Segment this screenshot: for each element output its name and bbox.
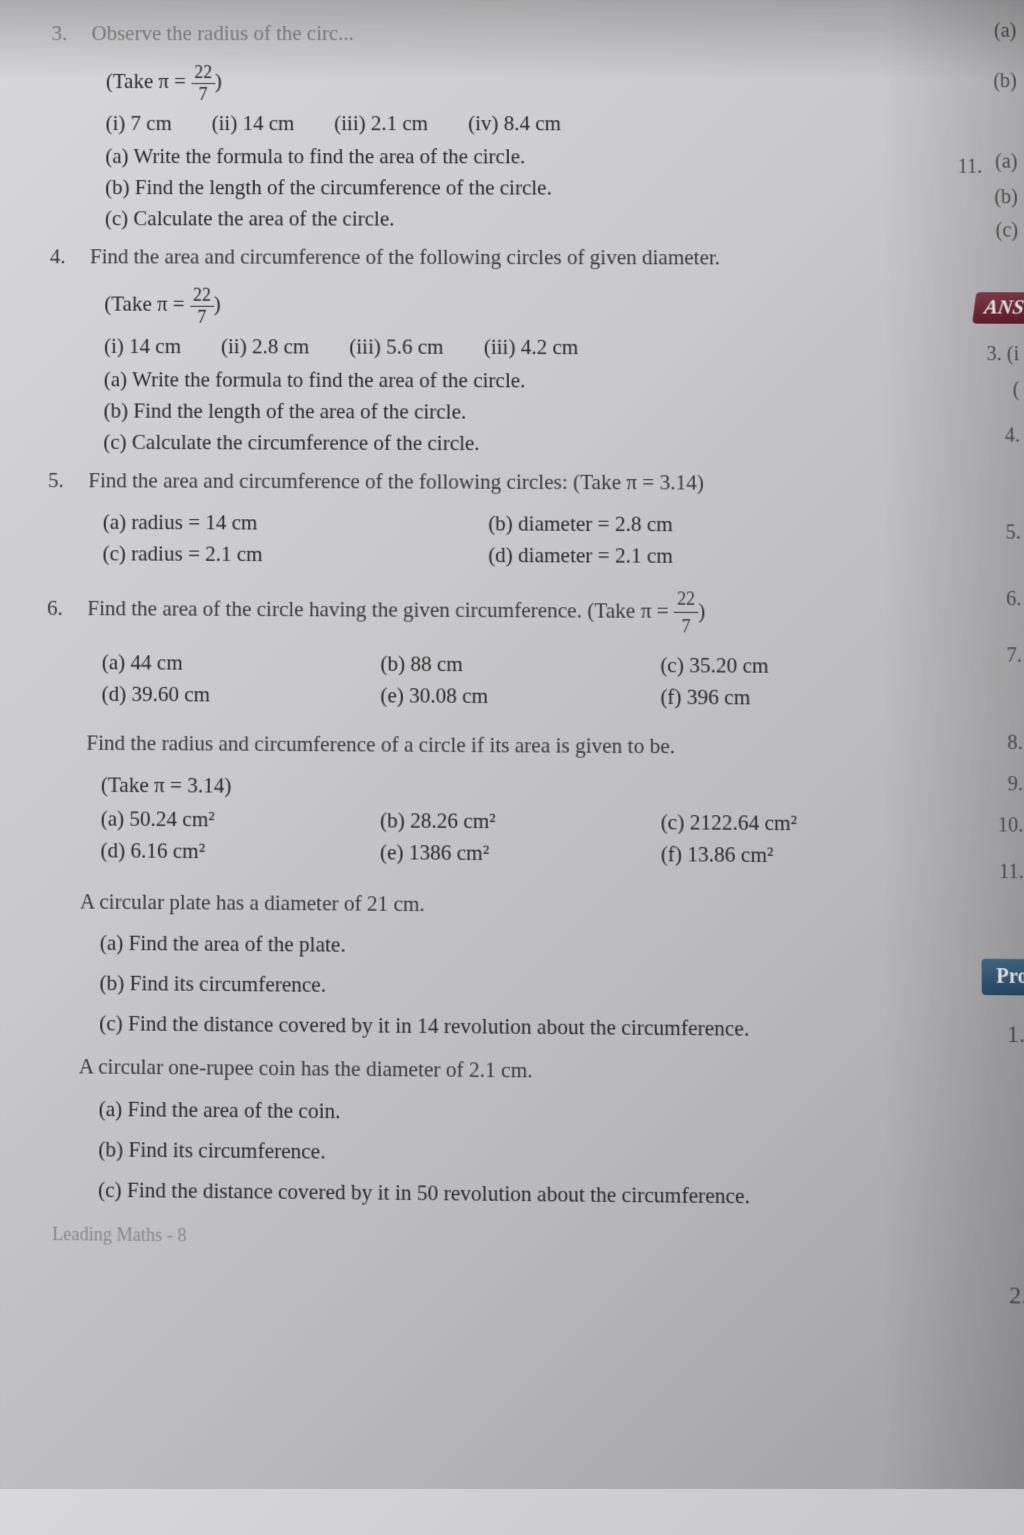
q8-b: (b) Find its circumference. (99, 970, 1004, 1003)
q5-d: (d) diameter = 2.1 cm (488, 542, 866, 569)
q4-num: 4. (50, 241, 85, 273)
q5-num: 5. (48, 465, 83, 497)
right-column: (a) (b) 11. (a) (b) (c) ANS 3. (i ( 4. 5… (935, 0, 1024, 1535)
q9-b: (b) Find its circumference. (98, 1136, 1006, 1171)
q3-frac: 227 (191, 62, 215, 105)
right-c2: (c) (996, 219, 1019, 242)
q9-intro: A circular one-rupee coin has the diamet… (79, 1054, 533, 1083)
right-8: 8. (1007, 732, 1023, 756)
right-3i: 3. (i (986, 343, 1019, 366)
q7-d: (d) 6.16 cm² (100, 837, 369, 865)
pro-badge: Pro (982, 959, 1024, 996)
q4: 4. Find the area and circumference of th… (50, 241, 999, 274)
right-11b: 11. (999, 860, 1024, 884)
q3-a: (a) Write the formula to find the area o… (105, 144, 997, 170)
q4-intro: Find the area and circumference of the f… (90, 244, 720, 269)
q4-take: (Take π = 227) (104, 284, 999, 329)
q3-opt-ii: (ii) 14 cm (212, 111, 295, 136)
right-3par: ( (1013, 379, 1020, 402)
right-1: 1. (1007, 1021, 1024, 1049)
q9-a: (a) Find the area of the coin. (99, 1096, 1006, 1130)
right-2: 2. (1009, 1282, 1024, 1311)
q3-opt-iv: (iv) 8.4 cm (468, 111, 561, 136)
footer: Leading Maths - 8 (52, 1223, 1007, 1255)
textbook-page: 3. Observe the radius of the circ... (Ta… (0, 0, 1024, 1535)
q5: 5. Find the area and circumference of th… (48, 465, 1000, 500)
q3-num: 3. (52, 18, 87, 49)
q3-c: (c) Calculate the area of the circle. (105, 206, 998, 232)
q8-a: (a) Find the area of the plate. (100, 930, 1004, 963)
q5-intro: Find the area and circumference of the f… (88, 468, 704, 495)
q8-c: (c) Find the distance covered by it in 1… (99, 1011, 1005, 1044)
q6-num: 6. (47, 592, 82, 624)
q7-c: (c) 2122.64 cm² (661, 809, 933, 837)
q3-options: (i) 7 cm (ii) 14 cm (iii) 2.1 cm (iv) 8.… (106, 111, 998, 137)
q7-intro: Find the radius and circumference of a c… (86, 730, 675, 758)
q3-take: (Take π = 227) (106, 61, 997, 104)
q7-a: (a) 50.24 cm² (101, 806, 370, 833)
q3-opt-iii: (iii) 2.1 cm (334, 111, 428, 136)
q3-b: (b) Find the length of the circumference… (105, 175, 998, 201)
q7-f: (f) 13.86 cm² (661, 841, 933, 869)
q3: 3. Observe the radius of the circ... (52, 18, 997, 50)
q6-d: (d) 39.60 cm (101, 681, 370, 708)
q4-c: (c) Calculate the circumference of the c… (103, 430, 1000, 458)
q7: Find the radius and circumference of a c… (46, 727, 1003, 765)
q5-b: (b) diameter = 2.8 cm (488, 511, 866, 538)
q4-opt-iv: (iii) 4.2 cm (484, 335, 579, 361)
q6-frac: 227 (674, 585, 698, 641)
right-6: 6. (1006, 588, 1021, 612)
q7-take: (Take π = 3.14) (101, 772, 1003, 803)
q4-opt-i: (i) 14 cm (104, 334, 181, 359)
q7-b: (b) 28.26 cm² (380, 807, 651, 834)
q6-a: (a) 44 cm (102, 650, 371, 677)
q6: 6. Find the area of the circle having th… (47, 582, 1002, 642)
q4-opt-ii: (ii) 2.8 cm (221, 334, 309, 359)
q5-a: (a) radius = 14 cm (103, 509, 478, 536)
q3-opt-i: (i) 7 cm (106, 111, 172, 136)
right-4: 4. (1005, 424, 1020, 447)
q3-intro: Observe the radius of the circ... (92, 21, 354, 45)
q8: A circular plate has a diameter of 21 cm… (80, 885, 1004, 924)
right-5: 5. (1005, 521, 1020, 545)
right-a2: (a) (995, 151, 1018, 174)
q6-e: (e) 30.08 cm (380, 683, 650, 710)
q9-c: (c) Find the distance covered by it in 5… (98, 1177, 1006, 1212)
q6-options: (a) 44 cm (b) 88 cm (c) 35.20 cm (d) 39.… (101, 650, 1002, 718)
ans-badge: ANS (974, 292, 1024, 324)
q4-b: (b) Find the length of the area of the c… (104, 398, 1000, 426)
right-a1: (a) (994, 20, 1017, 43)
q4-frac: 227 (190, 285, 214, 328)
right-7: 7. (1007, 644, 1023, 668)
q6-f: (f) 396 cm (660, 684, 931, 711)
q4-a: (a) Write the formula to find the area o… (104, 367, 1000, 395)
q6-intro: Find the area of the circle having the g… (87, 595, 587, 622)
q4-opt-iii: (iii) 5.6 cm (349, 334, 443, 359)
q5-options: (a) radius = 14 cm (b) diameter = 2.8 cm… (102, 509, 1000, 576)
q6-b: (b) 88 cm (380, 651, 650, 678)
right-10: 10. (998, 814, 1024, 838)
q7-options: (a) 50.24 cm² (b) 28.26 cm² (c) 2122.64 … (100, 806, 1003, 876)
right-11: 11. (958, 156, 983, 179)
q8-intro: A circular plate has a diameter of 21 cm… (80, 889, 425, 916)
q7-e: (e) 1386 cm² (380, 839, 651, 867)
q5-c: (c) radius = 2.1 cm (102, 541, 478, 568)
q4-options: (i) 14 cm (ii) 2.8 cm (iii) 5.6 cm (iii)… (104, 334, 999, 361)
right-9: 9. (1008, 773, 1024, 797)
right-b2: (b) (994, 186, 1018, 209)
right-b1: (b) (993, 70, 1017, 93)
q9: A circular one-rupee coin has the diamet… (79, 1051, 1006, 1092)
q6-c: (c) 35.20 cm (660, 653, 931, 680)
